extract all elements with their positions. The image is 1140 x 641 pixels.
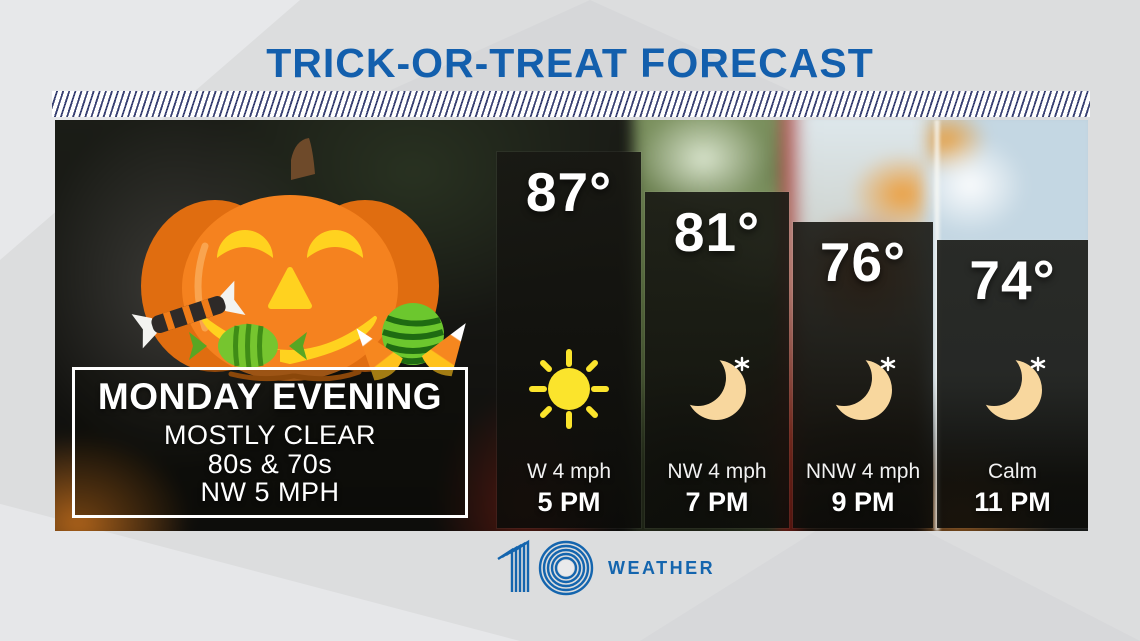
station-logo: WEATHER	[488, 536, 715, 596]
jack-o-lantern-illustration	[131, 138, 466, 382]
wind-label: NW 4 mph	[667, 460, 767, 483]
sun-icon	[529, 349, 609, 429]
star-icon	[1030, 356, 1045, 372]
page-title: TRICK-OR-TREAT FORECAST	[266, 40, 874, 86]
forecast-column-11pm: 74° Calm 11 PM	[937, 240, 1088, 528]
wind-label: NNW 4 mph	[805, 460, 921, 483]
pumpkin-eye	[307, 230, 363, 258]
forecast-column-9pm: 76° NNW 4 mph 9 PM	[793, 222, 933, 528]
candy-corn	[421, 323, 466, 377]
moon-icon	[676, 348, 758, 430]
summary-title: MONDAY EVENING	[97, 376, 443, 418]
ball-candy-green	[382, 303, 444, 365]
temperature-value: 81°	[673, 201, 761, 263]
weather-wordmark: WEATHER	[608, 557, 716, 578]
time-label: 11 PM	[974, 487, 1051, 517]
summary-conditions: MOSTLY CLEAR	[163, 420, 377, 450]
temperature-value: 76°	[819, 231, 907, 293]
time-label: 7 PM	[685, 487, 749, 517]
forecast-column-7pm: 81° NW 4 mph 7 PM	[645, 192, 789, 528]
moon-icon	[822, 348, 904, 430]
summary-panel: MONDAY EVENING MOSTLY CLEAR 80s & 70s NW…	[72, 367, 468, 518]
time-label: 5 PM	[537, 487, 601, 517]
summary-temps: 80s & 70s	[207, 448, 333, 479]
wrapped-candy-striped	[131, 280, 246, 349]
pumpkin-stem	[291, 138, 315, 180]
wind-label: W 4 mph	[526, 460, 612, 483]
wind-label: Calm	[987, 460, 1037, 483]
pumpkin-nose	[268, 267, 312, 309]
wrapped-candy-green	[189, 323, 307, 369]
photo-montage: MONDAY EVENING MOSTLY CLEAR 80s & 70s NW…	[55, 120, 1088, 531]
forecast-column-5pm: 87° W 4 mph 5 PM	[497, 152, 641, 528]
time-label: 9 PM	[831, 487, 895, 517]
hatched-divider	[52, 91, 1090, 117]
channel-10-logo	[497, 539, 594, 596]
star-icon	[734, 356, 750, 372]
star-icon	[880, 356, 896, 372]
pumpkin-eye	[217, 230, 273, 258]
moon-icon	[971, 348, 1054, 430]
temperature-value: 87°	[525, 161, 613, 223]
temperature-value: 74°	[969, 249, 1056, 311]
summary-wind: NW 5 MPH	[200, 477, 340, 508]
